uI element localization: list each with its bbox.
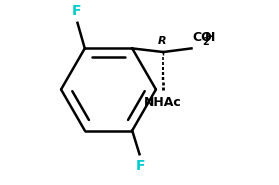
Text: F: F: [136, 159, 145, 173]
Text: 2: 2: [202, 37, 209, 47]
Text: NHAc: NHAc: [144, 96, 182, 109]
Text: F: F: [72, 4, 81, 18]
Text: R: R: [158, 36, 167, 46]
Text: CO: CO: [193, 31, 212, 44]
Text: H: H: [205, 31, 215, 44]
